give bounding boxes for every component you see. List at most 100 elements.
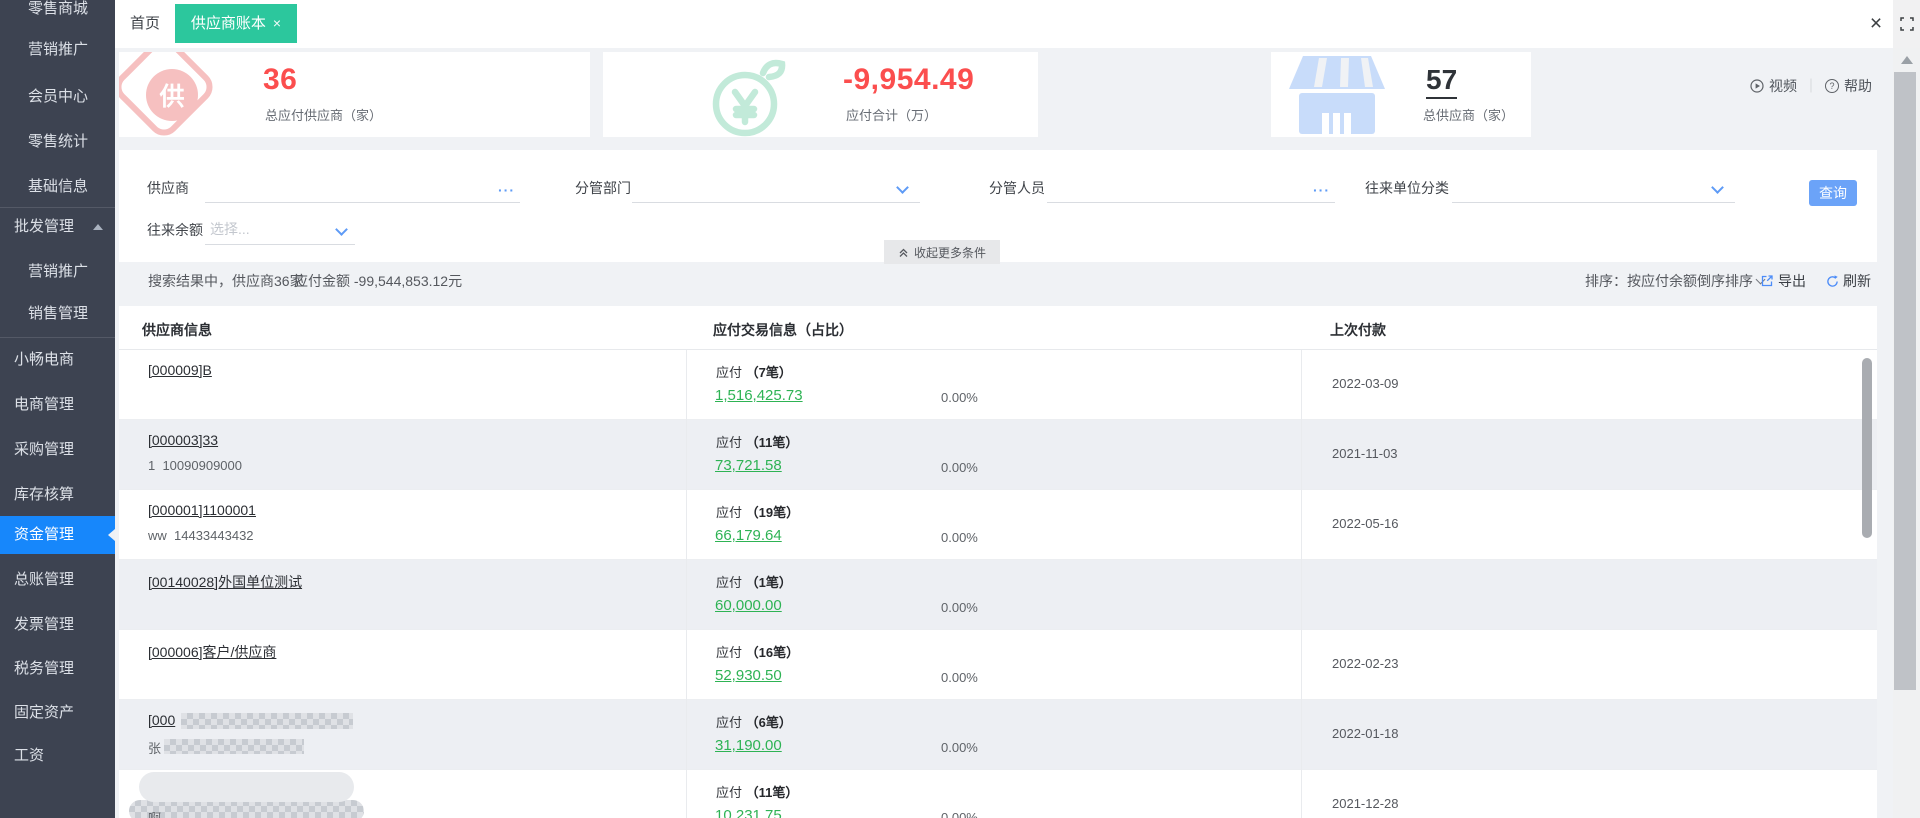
summary-card-payable-suppliers: 供 36 总应付供应商（家）: [119, 52, 590, 137]
sidebar-item-label: 销售管理: [28, 305, 89, 322]
sidebar-item[interactable]: 税务管理: [0, 658, 115, 680]
payable-count: （6笔）: [745, 715, 792, 730]
filter-input-underline[interactable]: [205, 202, 520, 203]
payable-count: （1笔）: [745, 575, 792, 590]
sidebar-item[interactable]: 固定资产: [0, 702, 115, 724]
sidebar-item[interactable]: 电商管理: [0, 394, 115, 416]
sidebar-item-label: 发票管理: [14, 616, 75, 633]
filter-input-underline[interactable]: [205, 244, 355, 245]
redaction-mosaic: [164, 739, 304, 754]
export-icon: [1761, 275, 1773, 287]
sort-control[interactable]: 排序：按应付余额倒序排序: [1585, 271, 1766, 291]
sidebar-item-label: 零售统计: [28, 133, 89, 150]
col-last-payment: 上次付款: [1330, 322, 1386, 338]
result-summary: 搜索结果中，供应商36家: [148, 273, 304, 289]
tab-home[interactable]: 首页: [130, 15, 161, 32]
table-scrollbar-thumb[interactable]: [1862, 358, 1872, 538]
total-suppliers-value[interactable]: 57: [1426, 64, 1458, 99]
tab-supplier-ledger[interactable]: 供应商账本 ×: [175, 4, 297, 43]
sidebar-item-label: 资金管理: [14, 526, 75, 543]
collapse-filters-button[interactable]: 收起更多条件: [884, 240, 1000, 264]
sidebar-item-label: 营销推广: [28, 263, 89, 280]
money-bag-icon: [712, 59, 786, 137]
sidebar-divider: [0, 207, 115, 208]
amount-link[interactable]: 1,516,425.73: [715, 387, 803, 404]
fullscreen-icon[interactable]: [1900, 17, 1914, 31]
tab-close-icon[interactable]: ×: [272, 15, 282, 31]
sidebar-item-label: 电商管理: [14, 396, 75, 413]
column-divider: [1301, 350, 1302, 818]
scroll-up-icon[interactable]: [1901, 56, 1913, 64]
supplier-subtext: 1 10090909000: [148, 458, 242, 473]
summary-card-total-suppliers: 57 总供应商（家）: [1271, 52, 1531, 137]
filter-label: 分管部门: [575, 180, 631, 196]
sidebar-item[interactable]: 库存核算: [0, 484, 115, 506]
filter-input-underline[interactable]: [1452, 202, 1735, 203]
payable-label: 应付 （16笔）: [716, 645, 800, 660]
sidebar-item[interactable]: 采购管理: [0, 439, 115, 461]
sidebar-item-active[interactable]: 资金管理: [0, 516, 115, 554]
page-scrollbar-thumb[interactable]: [1894, 72, 1916, 690]
sidebar-item-label: 总账管理: [14, 571, 75, 588]
table-row: [000 张 应付 （6笔） 31,190.00 0.00% 2022-01-18: [119, 700, 1877, 770]
sidebar-item[interactable]: 营销推广: [0, 261, 115, 283]
ellipsis-icon[interactable]: ···: [498, 182, 515, 198]
payable-label: 应付 （11笔）: [716, 785, 799, 800]
supplier-link[interactable]: [000: [148, 712, 176, 728]
filter-input-underline[interactable]: [1047, 202, 1335, 203]
help-link[interactable]: ? 帮助: [1825, 76, 1872, 96]
sidebar-item-label: 库存核算: [14, 486, 75, 503]
sidebar-item[interactable]: 小畅电商: [0, 349, 115, 371]
payable-total-value: -9,954.49: [843, 63, 975, 96]
last-payment-date: 2022-05-16: [1332, 516, 1399, 531]
redaction-blob: [139, 772, 354, 802]
collapse-arrow-icon: [93, 224, 103, 230]
ellipsis-icon[interactable]: ···: [1313, 182, 1330, 198]
payable-label: 应付 （11笔）: [716, 435, 799, 450]
sidebar-item-label: 固定资产: [14, 704, 75, 721]
amount-link[interactable]: 60,000.00: [715, 597, 782, 614]
export-button[interactable]: 导出: [1760, 271, 1806, 291]
sidebar-item[interactable]: 销售管理: [0, 303, 115, 325]
percent-text: 0.00%: [941, 460, 978, 475]
video-link[interactable]: 视频: [1750, 76, 1797, 96]
filter-label: 分管人员: [989, 180, 1045, 196]
filter-input-underline[interactable]: [632, 202, 920, 203]
amount-link[interactable]: 31,190.00: [715, 737, 782, 754]
sidebar-item[interactable]: 零售商城: [0, 0, 115, 20]
sidebar-item-label: 会员中心: [28, 88, 89, 105]
search-button[interactable]: 查询: [1809, 180, 1857, 206]
amount-link[interactable]: 52,930.50: [715, 667, 782, 684]
supplier-link[interactable]: [000003]33: [148, 432, 219, 448]
col-supplier-info: 供应商信息: [142, 322, 212, 338]
filter-label: 往来余额: [147, 222, 203, 238]
table-row: [000003]33 1 10090909000 应付 （11笔） 73,721.58…: [119, 420, 1877, 490]
window-close-button[interactable]: ×: [1869, 12, 1883, 35]
amount-link[interactable]: 66,179.64: [715, 527, 782, 544]
table-row: [000009]B 应付 （7笔） 1,516,425.73 0.00% 2022-03…: [119, 350, 1877, 420]
sidebar-item-label: 税务管理: [14, 660, 75, 677]
sidebar-divider: [0, 337, 115, 338]
filter-placeholder: 选择...: [210, 221, 250, 237]
sidebar-item[interactable]: 总账管理: [0, 569, 115, 591]
supplier-link[interactable]: [000006]客户/供应商: [148, 644, 277, 660]
sidebar-item[interactable]: 工资: [0, 745, 115, 767]
supplier-link[interactable]: [00140028]外国单位测试: [148, 574, 303, 590]
sidebar-item[interactable]: 批发管理: [0, 216, 115, 238]
shop-icon: [1289, 56, 1385, 134]
last-payment-date: 2022-01-18: [1332, 726, 1399, 741]
sidebar-item[interactable]: 营销推广: [0, 39, 115, 61]
supplier-link[interactable]: [000001]1100001: [148, 502, 256, 518]
sidebar-item[interactable]: 发票管理: [0, 614, 115, 636]
sidebar-item[interactable]: 基础信息: [0, 176, 115, 198]
sidebar-item[interactable]: 零售统计: [0, 131, 115, 153]
sidebar-item-label: 营销推广: [28, 41, 89, 58]
percent-text: 0.00%: [941, 530, 978, 545]
amount-link[interactable]: 10,231.75: [715, 807, 782, 818]
sidebar-item-label: 基础信息: [28, 178, 89, 195]
page-scrollbar[interactable]: [1893, 48, 1920, 818]
refresh-button[interactable]: 刷新: [1826, 271, 1871, 291]
sidebar-item[interactable]: 会员中心: [0, 86, 115, 108]
supplier-link[interactable]: [000009]B: [148, 362, 212, 378]
amount-link[interactable]: 73,721.58: [715, 457, 782, 474]
